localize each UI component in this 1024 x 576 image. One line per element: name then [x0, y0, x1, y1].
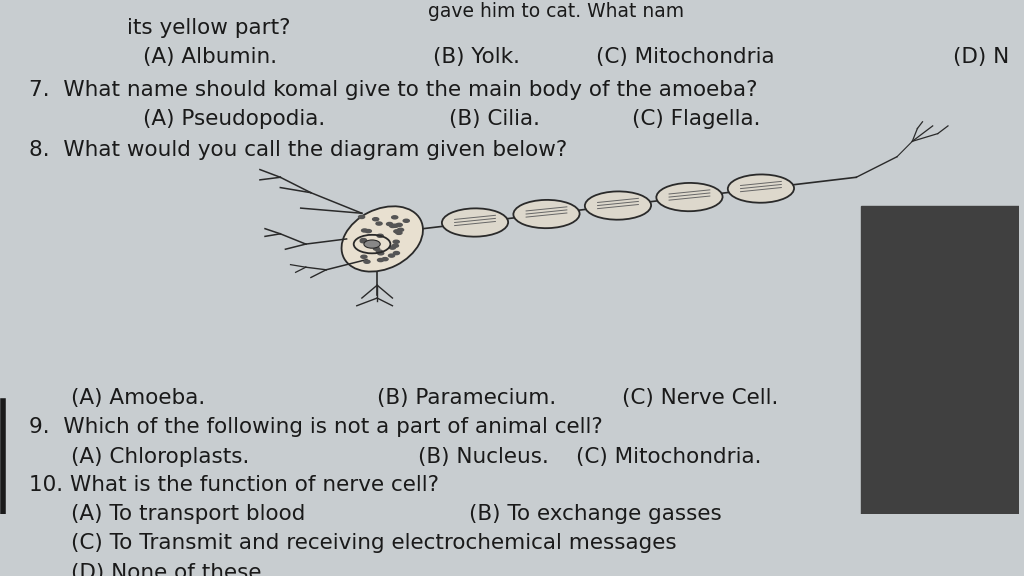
Text: (B) Paramecium.: (B) Paramecium.: [377, 388, 556, 408]
Text: 10. What is the function of nerve cell?: 10. What is the function of nerve cell?: [29, 475, 438, 495]
Text: (B) Yolk.: (B) Yolk.: [433, 47, 520, 67]
Text: (C) To Transmit and receiving electrochemical messages: (C) To Transmit and receiving electroche…: [72, 533, 677, 554]
Text: 8.  What would you call the diagram given below?: 8. What would you call the diagram given…: [29, 140, 567, 160]
Circle shape: [397, 228, 403, 232]
Circle shape: [394, 230, 400, 233]
Circle shape: [392, 224, 398, 228]
Text: gave him to cat. What nam: gave him to cat. What nam: [428, 2, 684, 21]
Circle shape: [392, 244, 398, 247]
Text: (C) Mitochondria.: (C) Mitochondria.: [575, 447, 762, 467]
Circle shape: [374, 247, 380, 251]
Text: 9.  Which of the following is not a part of animal cell?: 9. Which of the following is not a part …: [29, 417, 602, 437]
Circle shape: [396, 232, 402, 234]
Ellipse shape: [442, 209, 508, 237]
Circle shape: [358, 215, 365, 218]
Ellipse shape: [585, 191, 651, 219]
Text: (D) N: (D) N: [953, 47, 1010, 67]
Circle shape: [403, 219, 410, 222]
Text: (B) To exchange gasses: (B) To exchange gasses: [469, 503, 722, 524]
Ellipse shape: [342, 206, 423, 272]
Circle shape: [376, 222, 382, 225]
Ellipse shape: [656, 183, 723, 211]
Circle shape: [371, 244, 377, 247]
Circle shape: [360, 240, 367, 242]
Circle shape: [388, 254, 394, 257]
Circle shape: [366, 230, 372, 233]
Circle shape: [378, 252, 384, 255]
Text: (C) Mitochondria: (C) Mitochondria: [596, 47, 775, 67]
Circle shape: [360, 255, 367, 258]
Text: its yellow part?: its yellow part?: [127, 18, 291, 38]
Text: (B) Nucleus.: (B) Nucleus.: [418, 447, 549, 467]
Circle shape: [364, 260, 370, 263]
Circle shape: [376, 250, 382, 253]
Circle shape: [361, 229, 368, 232]
Ellipse shape: [513, 200, 580, 228]
Circle shape: [364, 240, 380, 248]
Circle shape: [391, 216, 397, 219]
Text: (A) Albumin.: (A) Albumin.: [142, 47, 276, 67]
Text: (A) To transport blood: (A) To transport blood: [72, 503, 306, 524]
Circle shape: [386, 222, 392, 226]
Circle shape: [373, 218, 379, 221]
Circle shape: [389, 246, 395, 249]
Circle shape: [378, 259, 384, 262]
Circle shape: [390, 225, 395, 228]
Text: (A) Pseudopodia.: (A) Pseudopodia.: [142, 109, 325, 129]
Bar: [861, 206, 1024, 514]
Text: (C) Flagella.: (C) Flagella.: [632, 109, 761, 129]
Text: (A) Chloroplasts.: (A) Chloroplasts.: [72, 447, 250, 467]
Text: (D) None of these: (D) None of these: [72, 563, 262, 576]
Circle shape: [393, 240, 399, 243]
Text: (A) Amoeba.: (A) Amoeba.: [72, 388, 206, 408]
Circle shape: [360, 238, 367, 241]
Circle shape: [396, 223, 402, 226]
Circle shape: [382, 257, 388, 261]
Circle shape: [377, 234, 383, 237]
Text: (C) Nerve Cell.: (C) Nerve Cell.: [622, 388, 778, 408]
Text: 7.  What name should komal give to the main body of the amoeba?: 7. What name should komal give to the ma…: [29, 79, 757, 100]
Ellipse shape: [728, 175, 794, 203]
Circle shape: [393, 252, 399, 255]
Text: (B) Cilia.: (B) Cilia.: [449, 109, 540, 129]
Text: (D): (D): [912, 447, 945, 467]
